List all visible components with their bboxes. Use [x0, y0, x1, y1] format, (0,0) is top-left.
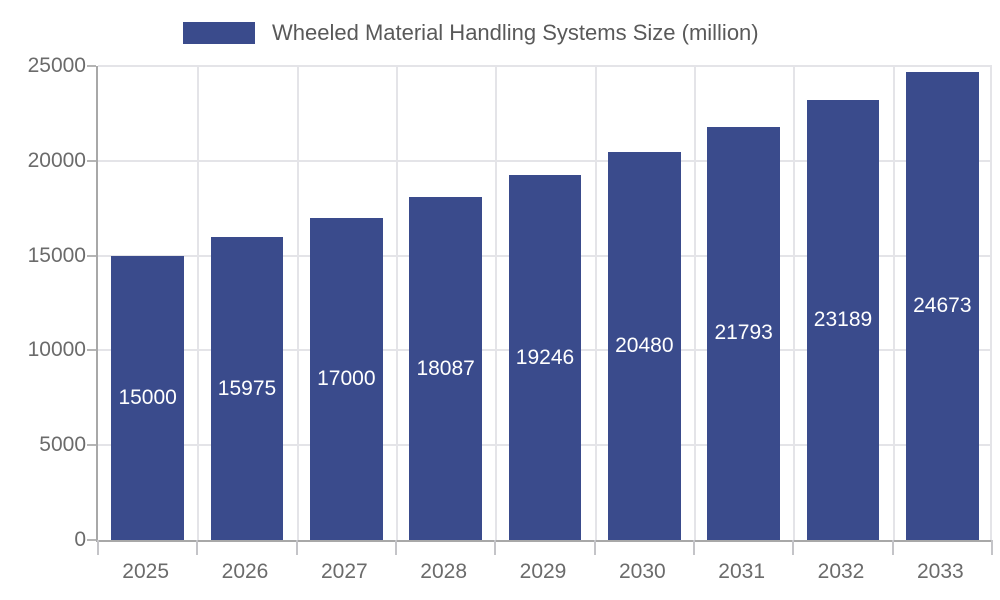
h-gridline — [98, 65, 992, 67]
bar-value-label: 19246 — [515, 345, 575, 369]
bar-2033: 24673 — [906, 72, 979, 540]
bar-value-label: 17000 — [317, 366, 376, 390]
v-gridline — [892, 66, 895, 540]
bar-value-label: 20480 — [615, 333, 674, 357]
bar-2028: 18087 — [409, 197, 482, 540]
bar-value-label: 21793 — [714, 321, 773, 345]
v-gridline — [990, 66, 992, 540]
bar-value-label: 15000 — [118, 385, 177, 409]
x-tick-label: 2032 — [817, 560, 865, 583]
bar-2025: 15000 — [111, 255, 184, 540]
x-tick-label: 2025 — [122, 560, 170, 583]
y-tick-mark — [87, 159, 96, 162]
x-tick-mark — [991, 540, 993, 555]
x-tick-mark — [593, 540, 596, 555]
y-tick-label: 10000 — [27, 338, 86, 362]
x-tick-label: 2031 — [718, 560, 766, 583]
plot-area: 15000 15975 17000 18087 19246 20480 21793 23189… — [96, 65, 993, 555]
bar-value-label: 18087 — [416, 356, 475, 380]
x-tick-mark — [494, 540, 497, 555]
y-tick-label: 0 — [74, 528, 86, 551]
v-gridline — [296, 66, 299, 540]
bar-2029: 19246 — [508, 175, 582, 540]
legend: Wheeled Material Handling Systems Size (… — [183, 20, 759, 46]
bar-2032: 23189 — [806, 100, 880, 540]
h-gridline — [98, 159, 992, 162]
x-tick-label: 2027 — [320, 560, 368, 583]
bar-2030: 20480 — [608, 151, 681, 540]
x-tick-mark — [693, 540, 695, 555]
y-tick-mark — [87, 349, 96, 352]
y-axis: 0 5000 10000 15000 20000 25000 — [0, 54, 86, 551]
v-gridline — [197, 66, 200, 540]
y-tick-label: 5000 — [39, 433, 86, 457]
bar-2026: 15975 — [210, 237, 284, 540]
x-tick-mark — [97, 540, 99, 555]
x-tick-label: 2026 — [221, 560, 269, 583]
y-tick-mark — [87, 254, 96, 257]
y-tick-mark — [87, 444, 96, 447]
x-axis: 2025 2026 2027 2028 2029 2030 2031 2032 2033 — [96, 560, 990, 590]
x-tick-label: 2029 — [519, 560, 567, 583]
x-tick-mark — [196, 540, 199, 555]
x-tick-mark — [295, 540, 298, 555]
x-tick-mark — [891, 540, 894, 555]
x-tick-label: 2030 — [618, 560, 666, 583]
bar-value-label: 23189 — [813, 308, 873, 332]
bar-value-label: 24673 — [913, 294, 972, 318]
x-tick-label: 2028 — [420, 560, 468, 583]
v-gridline — [594, 66, 597, 540]
bar-2031: 21793 — [707, 126, 780, 540]
x-tick-mark — [395, 540, 397, 555]
x-tick-mark — [792, 540, 795, 555]
y-tick-mark — [87, 65, 96, 67]
v-gridline — [396, 66, 398, 540]
legend-swatch — [183, 22, 255, 44]
bar-2027: 17000 — [310, 217, 383, 540]
v-gridline — [694, 66, 696, 540]
y-tick-label: 20000 — [27, 148, 86, 172]
y-tick-label: 25000 — [27, 54, 86, 77]
bar-value-label: 15975 — [217, 376, 277, 400]
v-gridline — [495, 66, 498, 540]
v-gridline — [793, 66, 796, 540]
y-tick-label: 15000 — [27, 243, 86, 267]
y-tick-mark — [87, 539, 96, 541]
x-tick-label: 2033 — [916, 560, 964, 583]
legend-label: Wheeled Material Handling Systems Size (… — [272, 20, 759, 45]
